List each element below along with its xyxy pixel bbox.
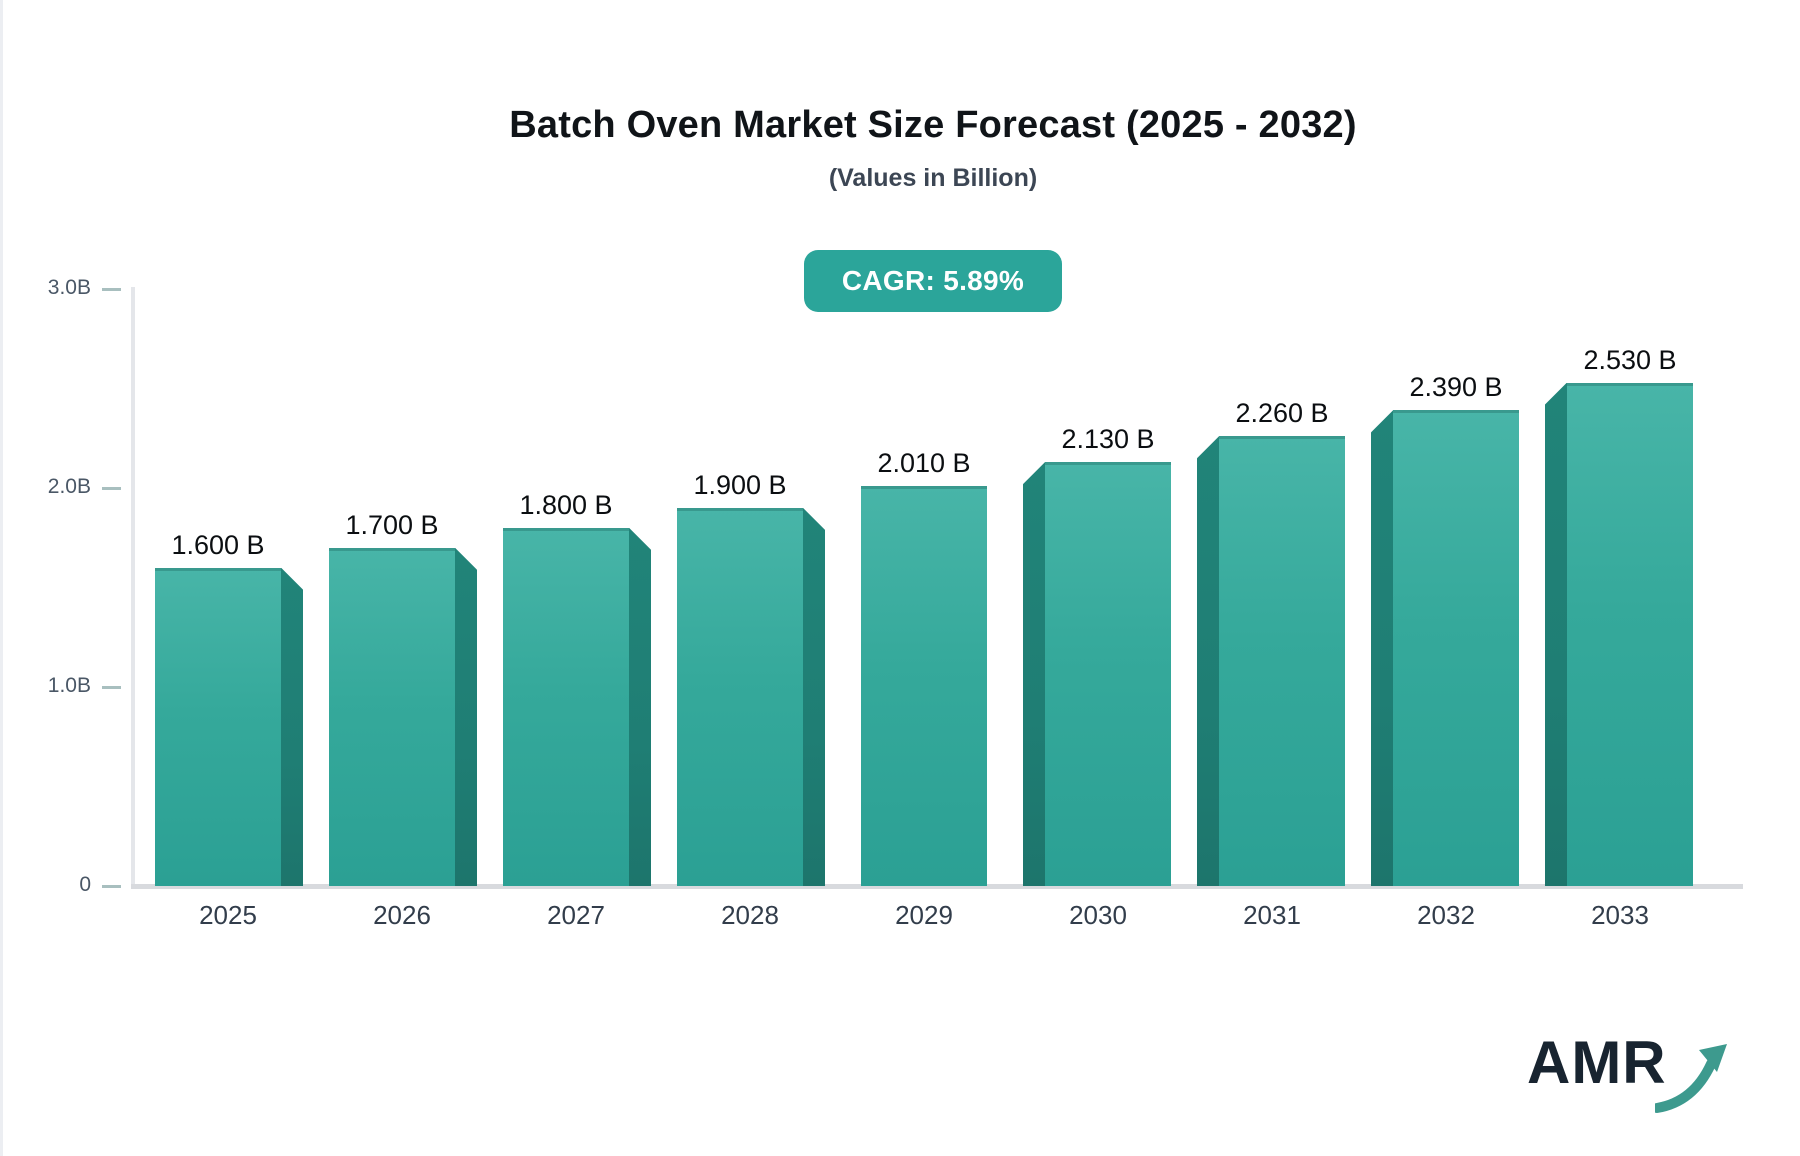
amr-logo-text: AMR — [1527, 1029, 1667, 1096]
bar-value-label: 2.530 B — [1583, 344, 1677, 375]
bar — [1219, 436, 1345, 886]
x-axis-label: 2029 — [895, 900, 953, 930]
cagr-badge-row: CAGR: 5.89% — [3, 250, 1800, 312]
y-axis-tick-label: 1.0B — [47, 674, 91, 697]
bar — [861, 486, 987, 886]
x-axis-label: 2027 — [547, 900, 605, 930]
y-axis-tick-dash — [102, 487, 121, 490]
bar — [503, 527, 629, 886]
bar-side — [281, 567, 303, 886]
y-axis-tick-dash — [102, 686, 121, 689]
bar-side — [1371, 410, 1393, 886]
bar-side — [1197, 436, 1219, 886]
bar-side — [1545, 382, 1567, 886]
x-axis-label: 2032 — [1417, 900, 1475, 930]
bar-value-label: 2.130 B — [1061, 424, 1155, 455]
bar — [1393, 410, 1519, 886]
chart-title: Batch Oven Market Size Forecast (2025 - … — [509, 104, 1357, 146]
bar-value-label: 2.260 B — [1235, 398, 1329, 429]
bar-value-label: 2.010 B — [877, 448, 971, 478]
y-axis-tick-label: 3.0B — [47, 276, 91, 299]
bar — [329, 547, 455, 886]
bar-side — [629, 527, 651, 886]
y-axis-tick-label: 0 — [79, 873, 91, 896]
x-axis-label: 2028 — [721, 900, 779, 930]
x-axis-label: 2026 — [373, 900, 431, 930]
bar-value-label: 1.600 B — [171, 529, 265, 560]
x-axis-label: 2025 — [199, 900, 257, 930]
bar-side — [1023, 462, 1045, 886]
y-axis-line — [131, 287, 135, 889]
bar-side — [803, 507, 825, 886]
growth-arrow-icon — [1655, 1044, 1727, 1113]
bar-value-label: 2.390 B — [1409, 372, 1503, 403]
bar — [677, 507, 803, 886]
bar — [1567, 382, 1693, 886]
y-axis-tick-label: 2.0B — [47, 475, 91, 498]
bar-side — [455, 547, 477, 886]
y-axis-tick-dash — [102, 288, 121, 291]
y-axis-tick-dash — [102, 885, 121, 888]
x-axis-label: 2030 — [1069, 900, 1127, 930]
amr-logo: AMR — [1527, 1028, 1727, 1120]
x-axis-label: 2031 — [1243, 900, 1301, 930]
bar-value-label: 1.800 B — [519, 489, 613, 520]
x-axis-line — [131, 884, 1743, 889]
bar-value-label: 1.700 B — [345, 509, 439, 540]
bar — [155, 567, 281, 886]
bar-value-label: 1.900 B — [693, 469, 787, 500]
bar — [1045, 462, 1171, 886]
chart-subtitle: (Values in Billion) — [828, 164, 1038, 192]
cagr-badge: CAGR: 5.89% — [803, 250, 1063, 312]
x-axis-label: 2033 — [1591, 900, 1649, 930]
